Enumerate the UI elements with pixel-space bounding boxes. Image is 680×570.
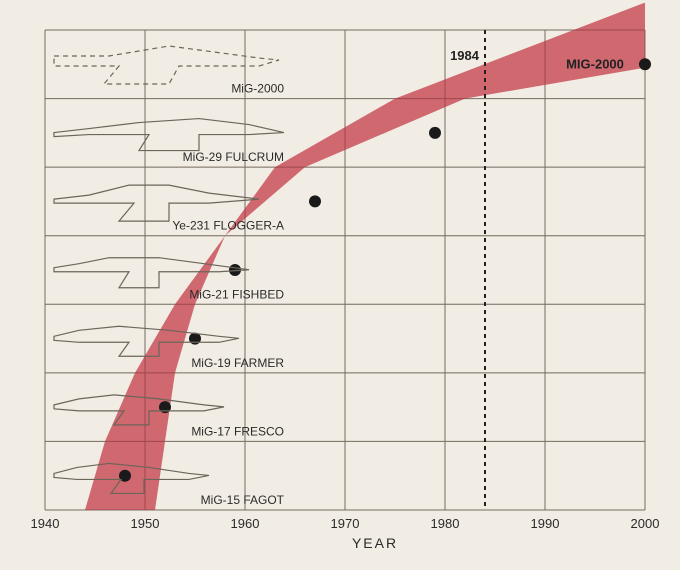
mig-timeline-chart: 1984 MIG-2000 1940 1950 1960 1970 1980 1990 2000… [0, 0, 680, 570]
aircraft-label: MiG-17 FRESCO [191, 424, 284, 438]
end-label: MIG-2000 [566, 56, 624, 71]
x-tick-label: 2000 [631, 516, 660, 531]
x-tick-label: 1960 [231, 516, 260, 531]
reference-label: 1984 [450, 48, 480, 63]
x-axis-label: YEAR [352, 535, 398, 551]
aircraft-label: MiG-15 FAGOT [201, 493, 285, 507]
data-point [429, 127, 441, 139]
x-tick-label: 1970 [331, 516, 360, 531]
aircraft-label: MiG-2000 [231, 82, 284, 96]
x-tick-label: 1980 [431, 516, 460, 531]
aircraft-label: MiG-19 FARMER [191, 356, 284, 370]
aircraft-label: MiG-21 FISHBED [189, 287, 284, 301]
x-tick-label: 1990 [531, 516, 560, 531]
aircraft-label: Ye-231 FLOGGER-A [172, 219, 284, 233]
x-tick-label: 1950 [131, 516, 160, 531]
data-point [639, 58, 651, 70]
x-tick-label: 1940 [31, 516, 60, 531]
data-point [309, 195, 321, 207]
aircraft-label: MiG-29 FULCRUM [183, 150, 284, 164]
